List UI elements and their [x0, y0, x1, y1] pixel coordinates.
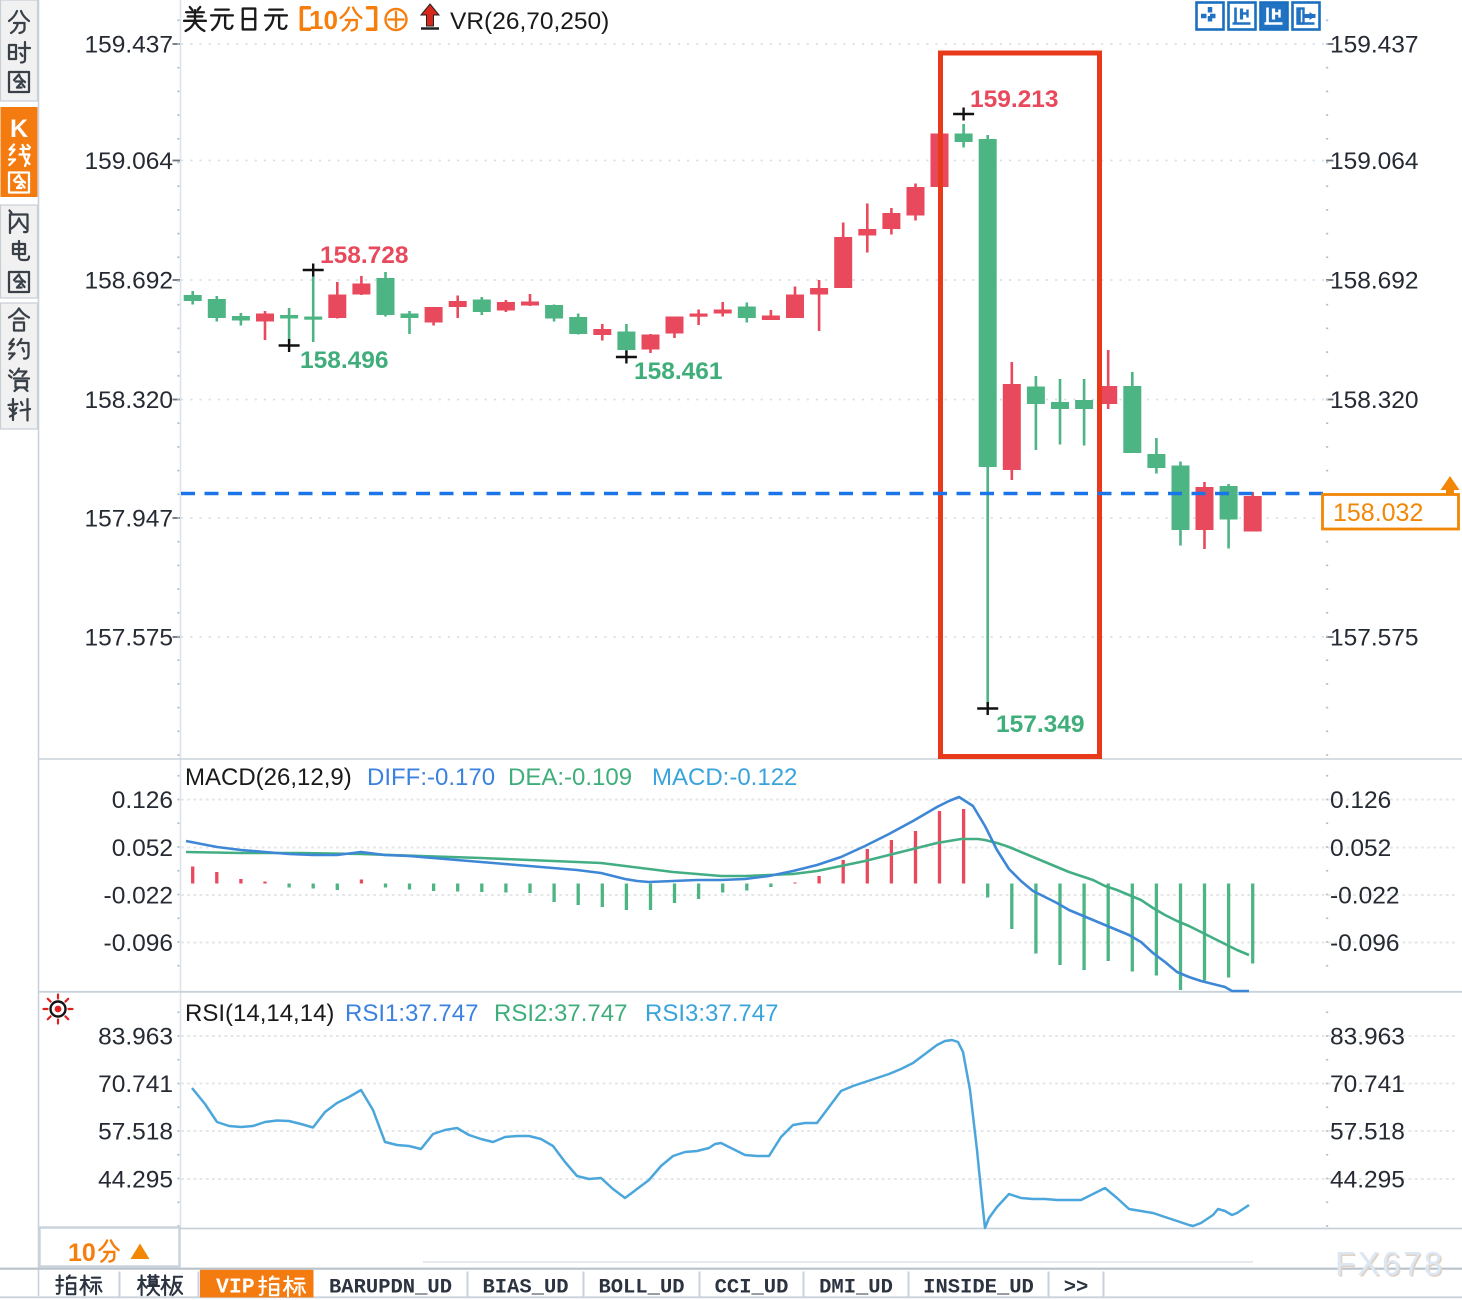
svg-text:157.349: 157.349: [996, 711, 1085, 738]
svg-text:158.320: 158.320: [1330, 387, 1419, 414]
svg-text:CCI_UD: CCI_UD: [715, 1277, 789, 1300]
svg-text:DMI_UD: DMI_UD: [819, 1277, 893, 1300]
svg-text:RSI1:37.747: RSI1:37.747: [345, 1000, 478, 1027]
svg-text:158.461: 158.461: [634, 358, 723, 385]
svg-text:157.947: 157.947: [84, 506, 173, 533]
svg-text:159.064: 159.064: [84, 148, 173, 175]
svg-text:158.728: 158.728: [320, 242, 409, 269]
svg-text:159.213: 159.213: [970, 86, 1059, 113]
svg-text:FX678: FX678: [1335, 1245, 1445, 1282]
svg-text:VR(26,70,250): VR(26,70,250): [450, 8, 609, 35]
svg-text:0.126: 0.126: [112, 787, 173, 814]
svg-text:-0.022: -0.022: [1330, 883, 1399, 910]
svg-text:44.295: 44.295: [1330, 1167, 1405, 1194]
svg-text:159.437: 159.437: [1330, 32, 1419, 59]
svg-text:10: 10: [309, 5, 338, 35]
svg-text:158.032: 158.032: [1333, 499, 1423, 527]
svg-text:70.741: 70.741: [98, 1071, 173, 1098]
svg-text:158.692: 158.692: [1330, 268, 1419, 295]
svg-text:MACD(26,12,9): MACD(26,12,9): [185, 764, 352, 791]
svg-text:70.741: 70.741: [1330, 1071, 1405, 1098]
svg-text:-0.022: -0.022: [104, 883, 173, 910]
svg-text:INSIDE_UD: INSIDE_UD: [923, 1277, 1034, 1300]
svg-text:DEA:-0.109: DEA:-0.109: [508, 764, 632, 791]
svg-text:BARUPDN_UD: BARUPDN_UD: [329, 1277, 452, 1300]
svg-text:159.064: 159.064: [1330, 148, 1419, 175]
svg-text:159.437: 159.437: [84, 32, 173, 59]
svg-text:DIFF:-0.170: DIFF:-0.170: [367, 764, 495, 791]
svg-text:FX678: FX678: [1337, 1247, 1447, 1284]
svg-text:RSI3:37.747: RSI3:37.747: [645, 1000, 778, 1027]
svg-text:83.963: 83.963: [1330, 1024, 1405, 1051]
svg-text:157.575: 157.575: [84, 625, 173, 652]
svg-text:BOLL_UD: BOLL_UD: [598, 1277, 684, 1300]
svg-text:157.575: 157.575: [1330, 625, 1419, 652]
svg-text:-0.096: -0.096: [1330, 930, 1399, 957]
svg-text:RSI(14,14,14): RSI(14,14,14): [185, 1000, 334, 1027]
svg-text:MACD:-0.122: MACD:-0.122: [652, 764, 797, 791]
svg-text:K: K: [10, 115, 28, 143]
svg-text:44.295: 44.295: [98, 1167, 173, 1194]
svg-text:VIP: VIP: [216, 1276, 255, 1300]
svg-text:BIAS_UD: BIAS_UD: [482, 1277, 568, 1300]
svg-text:83.963: 83.963: [98, 1024, 173, 1051]
svg-text:>>: >>: [1064, 1277, 1089, 1300]
svg-text:0.126: 0.126: [1330, 787, 1391, 814]
svg-text:158.496: 158.496: [300, 347, 389, 374]
svg-text:0.052: 0.052: [112, 835, 173, 862]
svg-text:57.518: 57.518: [98, 1119, 173, 1146]
svg-text:158.320: 158.320: [84, 387, 173, 414]
svg-text:-0.096: -0.096: [104, 930, 173, 957]
svg-text:0.052: 0.052: [1330, 835, 1391, 862]
svg-text:10: 10: [68, 1239, 96, 1267]
svg-text:RSI2:37.747: RSI2:37.747: [494, 1000, 627, 1027]
svg-text:158.692: 158.692: [84, 268, 173, 295]
svg-text:57.518: 57.518: [1330, 1119, 1405, 1146]
